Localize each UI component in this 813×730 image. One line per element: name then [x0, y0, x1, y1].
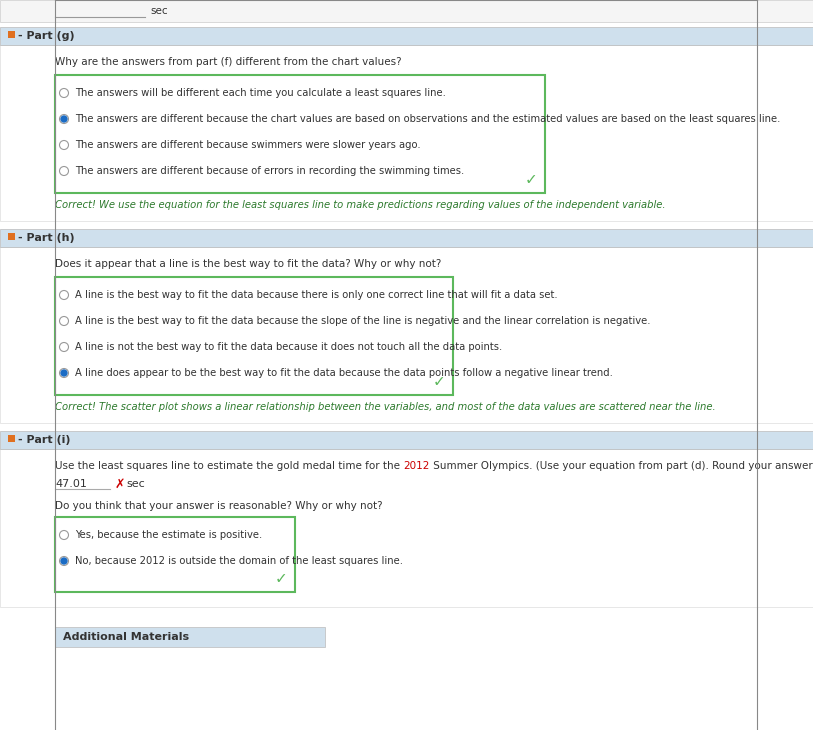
Text: sec: sec [126, 479, 145, 489]
Bar [0, 449, 813, 450]
Bar [8, 31, 15, 38]
Text: A line is not the best way to fit the data because it does not touch all the dat: A line is not the best way to fit the da… [75, 342, 502, 352]
Bar [8, 233, 15, 240]
Text: Why are the answers from part (f) different from the chart values?: Why are the answers from part (f) differ… [55, 57, 402, 67]
Text: The answers are different because swimmers were slower years ago.: The answers are different because swimme… [75, 140, 420, 150]
Bar [0, 449, 813, 607]
Text: - Part (h): - Part (h) [18, 233, 75, 243]
Bar [0, 45, 813, 221]
Text: ✓: ✓ [524, 172, 537, 187]
Text: ✓: ✓ [433, 374, 445, 389]
Text: Does it appear that a line is the best way to fit the data? Why or why not?: Does it appear that a line is the best w… [55, 259, 441, 269]
Text: The answers will be different each time you calculate a least squares line.: The answers will be different each time … [75, 88, 446, 98]
Circle shape [61, 116, 67, 122]
Text: sec: sec [150, 6, 167, 16]
Text: ✓: ✓ [274, 571, 287, 586]
Bar [55, 75, 545, 193]
Circle shape [61, 370, 67, 376]
Bar [8, 435, 15, 442]
Text: Additional Materials: Additional Materials [63, 632, 189, 642]
Text: A line does appear to be the best way to fit the data because the data points fo: A line does appear to be the best way to… [75, 368, 613, 378]
Text: A line is the best way to fit the data because the slope of the line is negative: A line is the best way to fit the data b… [75, 316, 650, 326]
Text: 2012: 2012 [403, 461, 429, 471]
Bar [55, 277, 453, 395]
Text: Correct! We use the equation for the least squares line to make predictions rega: Correct! We use the equation for the lea… [55, 200, 666, 210]
Bar [55, 517, 295, 592]
Text: 47.01: 47.01 [55, 479, 87, 489]
Text: Summer Olympics. (Use your equation from part (d). Round your answer to two deci: Summer Olympics. (Use your equation from… [429, 461, 813, 471]
Text: Correct! The scatter plot shows a linear relationship between the variables, and: Correct! The scatter plot shows a linear… [55, 402, 715, 412]
Text: Do you think that your answer is reasonable? Why or why not?: Do you think that your answer is reasona… [55, 501, 383, 511]
Text: Use the least squares line to estimate the gold medal time for the: Use the least squares line to estimate t… [55, 461, 403, 471]
Bar [0, 247, 813, 423]
Bar [0, 229, 813, 247]
Bar [0, 45, 813, 46]
Text: - Part (g): - Part (g) [18, 31, 75, 41]
Text: - Part (i): - Part (i) [18, 435, 71, 445]
Text: ✗: ✗ [115, 477, 125, 491]
Circle shape [61, 558, 67, 564]
Text: The answers are different because the chart values are based on observations and: The answers are different because the ch… [75, 114, 780, 124]
Bar [55, 627, 325, 647]
Text: Yes, because the estimate is positive.: Yes, because the estimate is positive. [75, 530, 263, 540]
Text: The answers are different because of errors in recording the swimming times.: The answers are different because of err… [75, 166, 464, 176]
Bar [0, 247, 813, 248]
Text: A line is the best way to fit the data because there is only one correct line th: A line is the best way to fit the data b… [75, 290, 558, 300]
Bar [0, 431, 813, 449]
Text: No, because 2012 is outside the domain of the least squares line.: No, because 2012 is outside the domain o… [75, 556, 403, 566]
Bar [0, 0, 813, 22]
Bar [0, 27, 813, 45]
